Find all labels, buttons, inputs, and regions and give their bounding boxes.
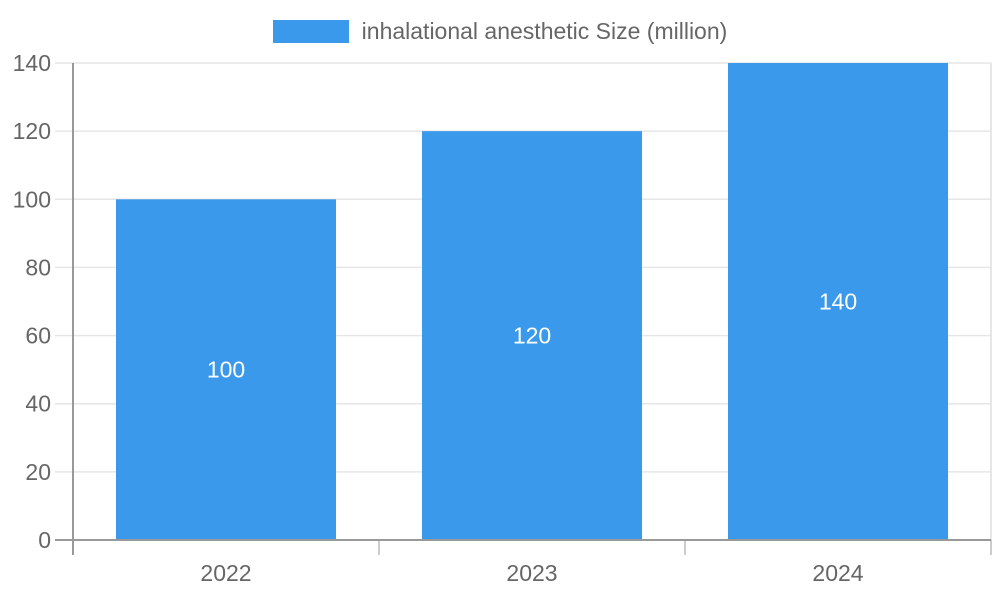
y-tick-label: 40 [25, 391, 51, 417]
bar[interactable] [116, 199, 336, 541]
bar-value-label: 100 [207, 357, 245, 383]
y-tick-label: 0 [38, 527, 51, 553]
legend-label: inhalational anesthetic Size (million) [361, 18, 728, 44]
legend: inhalational anesthetic Size (million) [0, 18, 1000, 45]
y-tick-label: 100 [13, 186, 51, 212]
legend-swatch-icon [272, 20, 349, 43]
legend-item[interactable]: inhalational anesthetic Size (million) [272, 18, 728, 45]
bar-value-label: 140 [819, 289, 857, 315]
y-tick-label: 140 [13, 50, 51, 76]
y-tick-label: 120 [13, 118, 51, 144]
bar[interactable] [728, 63, 948, 540]
y-tick-label: 20 [25, 459, 51, 485]
x-tick-label: 2024 [812, 560, 863, 586]
y-tick-label: 80 [25, 254, 51, 280]
y-tick-label: 60 [25, 323, 51, 349]
x-tick-label: 2023 [506, 560, 557, 586]
bar[interactable] [422, 131, 642, 540]
x-tick-label: 2022 [200, 560, 251, 586]
bar-value-label: 120 [513, 323, 551, 349]
